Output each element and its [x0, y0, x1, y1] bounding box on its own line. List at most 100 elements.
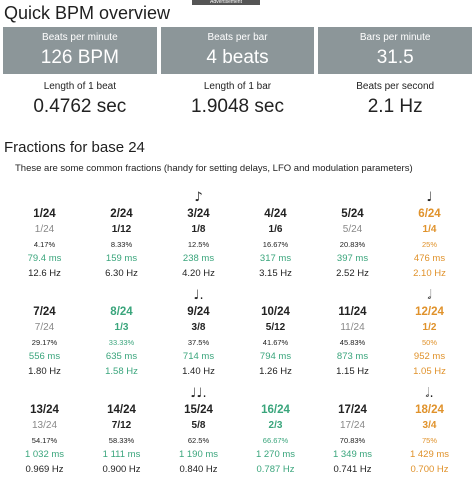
- milliseconds-value: 556 ms: [28, 351, 61, 362]
- percent-value: 12.5%: [187, 240, 210, 249]
- note-symbol-icon: [314, 288, 391, 304]
- beats-per-second-value: 2.1 Hz: [367, 96, 423, 117]
- fraction-label: 15/24: [184, 404, 213, 416]
- fractions-title: Fractions for base 24: [4, 139, 145, 156]
- simplified-fraction: 5/12: [265, 322, 286, 333]
- beats-per-second-stat: Beats per second 2.1 Hz: [318, 74, 472, 118]
- frequency-value: 0.700 Hz: [410, 464, 449, 475]
- overview-secondary-row: Length of 1 beat 0.4762 sec Length of 1 …: [3, 74, 472, 118]
- percent-value: 54.17%: [31, 436, 58, 445]
- milliseconds-value: 635 ms: [105, 351, 138, 362]
- beats-per-bar-label: Beats per bar: [207, 32, 268, 43]
- simplified-fraction: 13/24: [31, 420, 58, 431]
- bars-per-minute-box: Bars per minute 31.5: [318, 27, 473, 74]
- milliseconds-value: 317 ms: [259, 253, 292, 264]
- bar-length-stat: Length of 1 bar 1.9048 sec: [161, 74, 315, 118]
- note-symbol-icon: 𝅗𝅥: [427, 288, 432, 303]
- fraction-cell: 7/24 7/24 29.17% 556 ms 1.80 Hz: [6, 288, 83, 386]
- milliseconds-value: 952 ms: [413, 351, 446, 362]
- beat-length-stat: Length of 1 beat 0.4762 sec: [3, 74, 157, 118]
- fraction-cell: 13/24 13/24 54.17% 1 032 ms 0.969 Hz: [6, 386, 83, 484]
- fraction-cell: 1/24 1/24 4.17% 79.4 ms 12.6 Hz: [6, 190, 83, 288]
- simplified-fraction: 5/24: [342, 224, 363, 235]
- fraction-cell: ♩. 9/24 3/8 37.5% 714 ms 1.40 Hz: [160, 288, 237, 386]
- fraction-label: 1/24: [33, 208, 56, 220]
- milliseconds-value: 1 429 ms: [409, 449, 450, 460]
- milliseconds-value: 79.4 ms: [27, 253, 62, 264]
- frequency-value: 1.58 Hz: [105, 366, 138, 377]
- fractions-grid: 1/24 1/24 4.17% 79.4 ms 12.6 Hz 2/24 1/12 8.33%…: [6, 190, 468, 484]
- advertisement-tag: Advertisement: [192, 0, 260, 5]
- fraction-label: 7/24: [33, 306, 56, 318]
- fraction-cell: ♩♩. 15/24 5/8 62.5% 1 190 ms 0.840 Hz: [160, 386, 237, 484]
- note-symbol-icon: [237, 288, 314, 304]
- overview-title: Quick BPM overview: [4, 3, 171, 23]
- bar-length-label: Length of 1 bar: [203, 81, 272, 92]
- fraction-cell: 5/24 5/24 20.83% 397 ms 2.52 Hz: [314, 190, 391, 288]
- fraction-cell: 11/24 11/24 45.83% 873 ms 1.15 Hz: [314, 288, 391, 386]
- beat-length-label: Length of 1 beat: [43, 81, 116, 92]
- note-symbol-icon: [83, 288, 160, 304]
- beats-per-bar-box: Beats per bar 4 beats: [160, 27, 315, 74]
- fraction-label: 3/24: [187, 208, 210, 220]
- percent-value: 16.67%: [262, 240, 289, 249]
- frequency-value: 3.15 Hz: [259, 268, 292, 279]
- fraction-cell: 14/24 7/12 58.33% 1 111 ms 0.900 Hz: [83, 386, 160, 484]
- simplified-fraction: 2/3: [268, 420, 283, 431]
- percent-value: 8.33%: [110, 240, 133, 249]
- beats-per-second-label: Beats per second: [356, 81, 435, 92]
- fraction-label: 17/24: [338, 404, 367, 416]
- frequency-value: 0.741 Hz: [333, 464, 372, 475]
- simplified-fraction: 7/12: [111, 420, 132, 431]
- note-symbol-icon: [314, 190, 391, 206]
- percent-value: 29.17%: [31, 338, 58, 347]
- bars-per-minute-value: 31.5: [376, 47, 414, 68]
- percent-value: 45.83%: [339, 338, 366, 347]
- simplified-fraction: 1/8: [191, 224, 206, 235]
- milliseconds-value: 873 ms: [336, 351, 369, 362]
- percent-value: 58.33%: [108, 436, 135, 445]
- fraction-label: 9/24: [187, 306, 210, 318]
- fraction-cell: 16/24 2/3 66.67% 1 270 ms 0.787 Hz: [237, 386, 314, 484]
- milliseconds-value: 794 ms: [259, 351, 292, 362]
- frequency-value: 1.40 Hz: [182, 366, 215, 377]
- milliseconds-value: 1 190 ms: [178, 449, 219, 460]
- fraction-cell: 𝅗𝅥. 18/24 3/4 75% 1 429 ms 0.700 Hz: [391, 386, 468, 484]
- overview-primary-row: Beats per minute 126 BPM Beats per bar 4…: [3, 27, 473, 74]
- fraction-cell: 2/24 1/12 8.33% 159 ms 6.30 Hz: [83, 190, 160, 288]
- fraction-label: 10/24: [261, 306, 290, 318]
- fraction-label: 13/24: [30, 404, 59, 416]
- fraction-label: 2/24: [110, 208, 133, 220]
- fraction-cell: 4/24 1/6 16.67% 317 ms 3.15 Hz: [237, 190, 314, 288]
- note-symbol-icon: ♩: [426, 190, 433, 205]
- milliseconds-value: 1 270 ms: [255, 449, 296, 460]
- note-symbol-icon: ♩♩.: [190, 386, 207, 401]
- note-symbol-icon: [6, 288, 83, 304]
- frequency-value: 1.15 Hz: [336, 366, 369, 377]
- simplified-fraction: 5/8: [191, 420, 206, 431]
- percent-value: 66.67%: [262, 436, 289, 445]
- fraction-cell: 8/24 1/3 33.33% 635 ms 1.58 Hz: [83, 288, 160, 386]
- note-symbol-icon: [237, 386, 314, 402]
- fraction-label: 12/24: [415, 306, 444, 318]
- bpm-label: Beats per minute: [42, 32, 118, 43]
- frequency-value: 0.787 Hz: [256, 464, 295, 475]
- fraction-label: 5/24: [341, 208, 364, 220]
- frequency-value: 1.05 Hz: [413, 366, 446, 377]
- simplified-fraction: 3/4: [422, 420, 437, 431]
- frequency-value: 4.20 Hz: [182, 268, 215, 279]
- percent-value: 50%: [421, 338, 437, 347]
- percent-value: 33.33%: [108, 338, 135, 347]
- simplified-fraction: 7/24: [34, 322, 55, 333]
- fraction-label: 14/24: [107, 404, 136, 416]
- milliseconds-value: 1 111 ms: [102, 449, 141, 460]
- fraction-label: 16/24: [261, 404, 290, 416]
- percent-value: 75%: [421, 436, 437, 445]
- simplified-fraction: 17/24: [339, 420, 366, 431]
- milliseconds-value: 476 ms: [413, 253, 446, 264]
- frequency-value: 1.80 Hz: [28, 366, 61, 377]
- note-symbol-icon: [83, 190, 160, 206]
- milliseconds-value: 159 ms: [105, 253, 138, 264]
- milliseconds-value: 397 ms: [336, 253, 369, 264]
- simplified-fraction: 1/2: [422, 322, 437, 333]
